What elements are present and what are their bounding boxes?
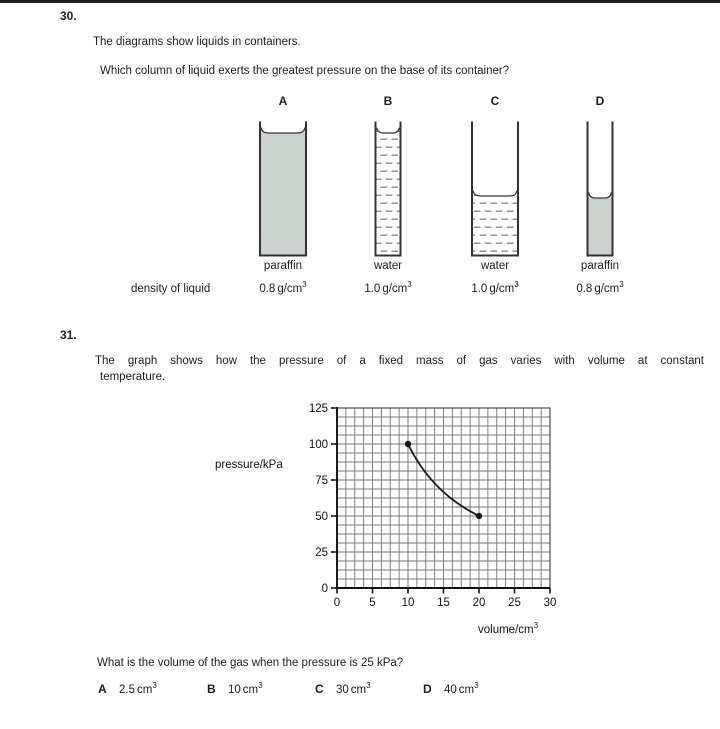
question-30-number: 30. bbox=[60, 9, 77, 23]
svg-text:15: 15 bbox=[437, 597, 450, 609]
option-c-value: 30 cm3 bbox=[336, 681, 371, 696]
svg-text:volume/cm3: volume/cm3 bbox=[478, 621, 539, 636]
container-letter-c: C bbox=[490, 94, 500, 108]
density-value-a: 0.8 g/cm3 bbox=[259, 280, 307, 295]
option-b: B 10 cm3 bbox=[207, 682, 263, 696]
density-value-d: 0.8 g/cm3 bbox=[576, 280, 624, 295]
svg-text:25: 25 bbox=[315, 547, 328, 559]
option-d: D 40 cm3 bbox=[423, 682, 479, 696]
option-a-letter: A bbox=[98, 682, 107, 696]
svg-text:0: 0 bbox=[322, 583, 328, 595]
liquid-label-b: water bbox=[373, 260, 403, 272]
option-d-value: 40 cm3 bbox=[444, 681, 479, 696]
container-letter-a: A bbox=[278, 94, 288, 108]
container-letter-b: B bbox=[383, 94, 393, 108]
option-c-letter: C bbox=[315, 682, 324, 696]
svg-text:20: 20 bbox=[473, 597, 486, 609]
liquid-containers-diagram bbox=[259, 121, 614, 257]
option-c: C 30 cm3 bbox=[315, 682, 371, 696]
liquid-label-c: water bbox=[480, 260, 510, 272]
svg-text:50: 50 bbox=[315, 511, 328, 523]
question-30-intro: The diagrams show liquids in containers. bbox=[93, 36, 301, 48]
option-b-letter: B bbox=[207, 682, 216, 696]
question-31-intro-line2: temperature. bbox=[100, 371, 166, 383]
option-d-letter: D bbox=[423, 682, 432, 696]
svg-text:125: 125 bbox=[309, 403, 328, 415]
pressure-volume-graph: 0 5 10 15 20 25 30 0 25 50 75 100 125 pressure/kPa vol… bbox=[215, 403, 557, 636]
question-31-intro-line1: The graph shows how the pressure of a fi… bbox=[95, 355, 704, 367]
svg-text:10: 10 bbox=[402, 597, 415, 609]
liquid-label-d: paraffin bbox=[580, 260, 620, 272]
svg-text:100: 100 bbox=[309, 439, 328, 451]
top-border-bar bbox=[0, 0, 720, 3]
option-a-value: 2.5 cm3 bbox=[119, 681, 157, 696]
svg-text:75: 75 bbox=[315, 475, 328, 487]
svg-text:5: 5 bbox=[369, 597, 375, 609]
svg-text:25: 25 bbox=[508, 597, 521, 609]
liquid-label-a: paraffin bbox=[263, 260, 303, 272]
svg-text:30: 30 bbox=[544, 597, 557, 609]
option-a: A 2.5 cm3 bbox=[98, 682, 157, 696]
svg-text:pressure/kPa: pressure/kPa bbox=[215, 459, 283, 471]
density-value-c: 1.0 g/cm3 bbox=[471, 280, 519, 295]
option-b-value: 10 cm3 bbox=[228, 681, 263, 696]
question-30-prompt: Which column of liquid exerts the greate… bbox=[100, 65, 510, 77]
svg-text:0: 0 bbox=[334, 597, 340, 609]
density-value-b: 1.0 g/cm3 bbox=[364, 280, 412, 295]
density-row-label: density of liquid bbox=[131, 283, 211, 295]
container-letter-d: D bbox=[595, 94, 605, 108]
question-31-number: 31. bbox=[60, 328, 77, 342]
question-31-prompt: What is the volume of the gas when the p… bbox=[97, 657, 404, 669]
